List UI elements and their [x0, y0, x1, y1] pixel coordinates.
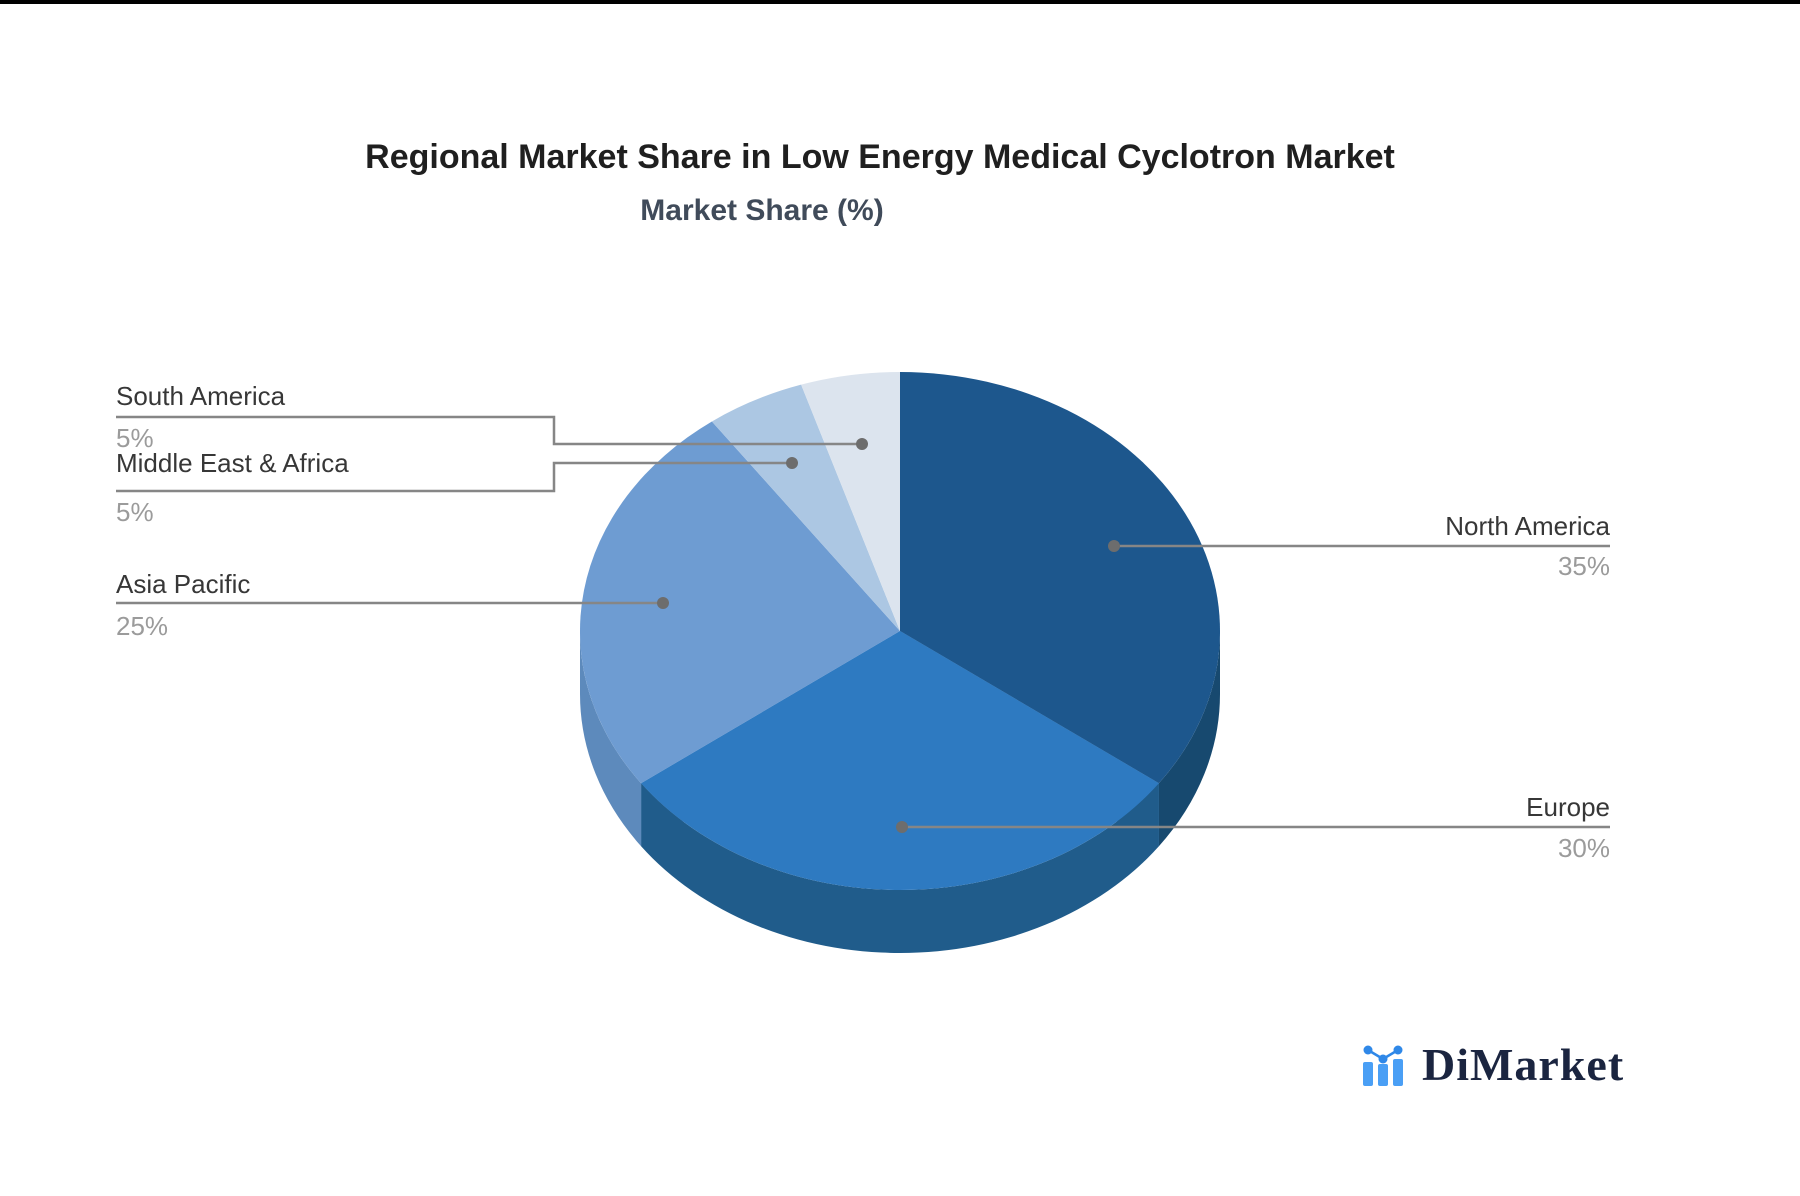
pie-slice-asia-pacific[interactable] [579, 421, 900, 784]
label-asia-pacific: Asia Pacific [116, 569, 251, 599]
pie-slice-middle-east-africa[interactable] [711, 384, 900, 631]
callout-dot-middle-east-africa [786, 457, 798, 469]
callout-line-middle-east-africa [116, 461, 792, 493]
pct-south-america: 5% [116, 423, 154, 453]
label-middle-east-africa: Middle East & Africa [116, 448, 349, 478]
pct-asia-pacific: 25% [116, 611, 169, 641]
chart-title: Regional Market Share in Low Energy Medi… [365, 138, 1395, 176]
pie-side-north-america [1158, 631, 1220, 847]
callout-dot-north-america [1108, 540, 1120, 552]
brand-logo-text: DiMarket [1422, 1039, 1625, 1090]
callout-line-south-america [116, 415, 862, 446]
pie-slice-south-america[interactable] [801, 372, 900, 631]
pct-north-america: 35% [1557, 551, 1610, 581]
pct-europe: 30% [1557, 833, 1610, 863]
brand-logo: DiMarket [1358, 1040, 1624, 1088]
top-border [0, 0, 1800, 4]
callout-dot-south-america [856, 438, 868, 450]
callout-lines [116, 415, 1610, 829]
label-north-america: North America [1445, 511, 1610, 541]
bar-chart-icon [1363, 1045, 1403, 1086]
label-europe: Europe [1526, 792, 1610, 822]
pie-slice-europe[interactable] [641, 631, 1159, 891]
pie-side-asia-pacific [580, 631, 642, 847]
pie-side-europe [641, 783, 1159, 954]
chart-subtitle: Market Share (%) [640, 194, 884, 227]
pie-slice-north-america[interactable] [900, 372, 1221, 784]
callout-dot-europe [896, 821, 908, 833]
callout-dot-asia-pacific [657, 597, 669, 609]
label-south-america: South America [116, 381, 286, 411]
callout-dots [657, 438, 1120, 833]
pct-middle-east-africa: 5% [116, 497, 154, 527]
